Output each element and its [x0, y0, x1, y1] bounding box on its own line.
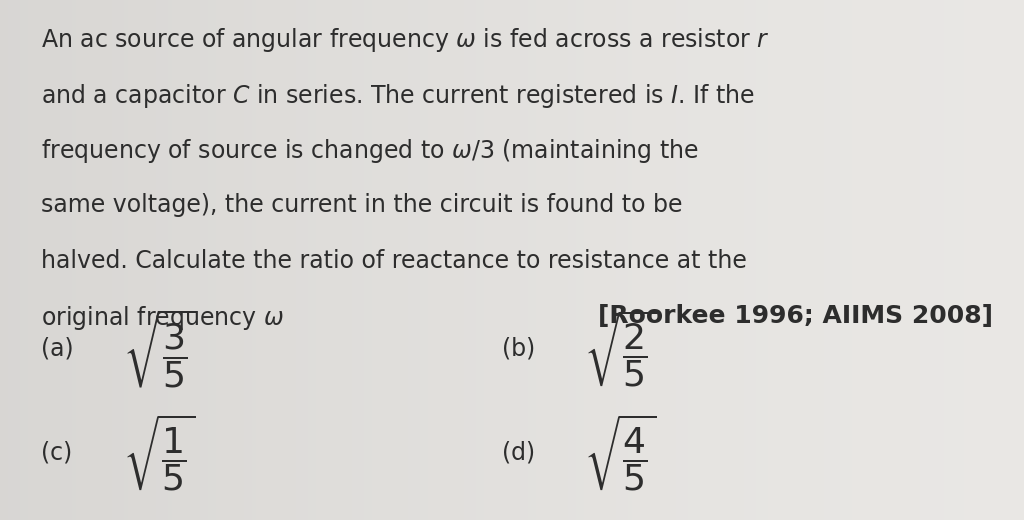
Text: (a): (a) [41, 336, 74, 360]
Text: $\sqrt{\dfrac{1}{5}}$: $\sqrt{\dfrac{1}{5}}$ [123, 412, 196, 493]
Text: original frequency $\omega$: original frequency $\omega$ [41, 304, 284, 332]
Text: and a capacitor $C$ in series. The current registered is $I$. If the: and a capacitor $C$ in series. The curre… [41, 82, 755, 110]
Text: An ac source of angular frequency $\omega$ is fed across a resistor $r$: An ac source of angular frequency $\omeg… [41, 26, 770, 54]
Text: $\sqrt{\dfrac{3}{5}}$: $\sqrt{\dfrac{3}{5}}$ [123, 307, 196, 390]
Text: (b): (b) [502, 336, 535, 360]
Text: $\sqrt{\dfrac{2}{5}}$: $\sqrt{\dfrac{2}{5}}$ [584, 308, 656, 389]
Text: (d): (d) [502, 440, 535, 464]
Text: same voltage), the current in the circuit is found to be: same voltage), the current in the circui… [41, 193, 682, 217]
Text: halved. Calculate the ratio of reactance to resistance at the: halved. Calculate the ratio of reactance… [41, 249, 746, 272]
Text: (c): (c) [41, 440, 73, 464]
Text: frequency of source is changed to $\omega/3$ (maintaining the: frequency of source is changed to $\omeg… [41, 137, 698, 165]
Text: $\sqrt{\dfrac{4}{5}}$: $\sqrt{\dfrac{4}{5}}$ [584, 412, 656, 493]
Text: [Roorkee 1996; AIIMS 2008]: [Roorkee 1996; AIIMS 2008] [598, 304, 993, 328]
